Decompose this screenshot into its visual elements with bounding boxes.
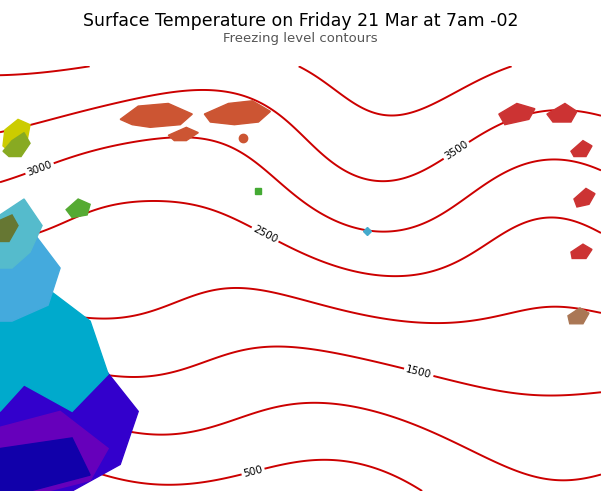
Polygon shape [0, 289, 108, 411]
Polygon shape [168, 127, 198, 140]
Polygon shape [547, 104, 577, 122]
Polygon shape [0, 411, 108, 491]
Text: 1500: 1500 [405, 364, 433, 381]
Polygon shape [0, 438, 90, 491]
Polygon shape [3, 119, 30, 151]
Polygon shape [204, 101, 270, 125]
Polygon shape [3, 133, 30, 157]
Polygon shape [0, 358, 138, 491]
Polygon shape [574, 189, 595, 207]
Text: 3500: 3500 [442, 139, 470, 162]
Polygon shape [120, 104, 192, 127]
Polygon shape [66, 199, 90, 218]
Text: 3000: 3000 [26, 159, 53, 178]
Text: 2500: 2500 [251, 224, 279, 245]
Polygon shape [0, 199, 42, 268]
Text: 1000: 1000 [60, 408, 88, 425]
Text: Freezing level contours: Freezing level contours [223, 32, 378, 45]
Text: 500: 500 [242, 464, 264, 479]
Polygon shape [571, 140, 592, 157]
Polygon shape [499, 104, 535, 125]
Polygon shape [0, 215, 18, 242]
Polygon shape [0, 236, 60, 321]
Text: 2000: 2000 [34, 305, 62, 319]
Polygon shape [571, 244, 592, 258]
Text: Surface Temperature on Friday 21 Mar at 7am -02: Surface Temperature on Friday 21 Mar at … [83, 12, 518, 30]
Polygon shape [568, 308, 589, 324]
